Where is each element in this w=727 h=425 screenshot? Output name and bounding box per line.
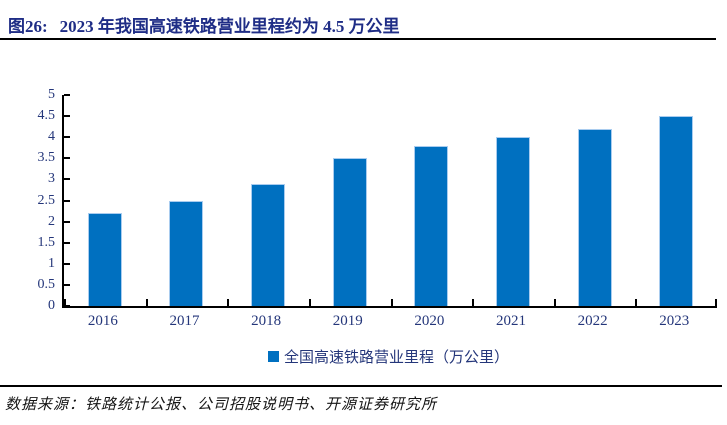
x-axis-tick <box>145 299 148 306</box>
y-axis-tick-label: 4 <box>48 129 55 145</box>
bar-2019 <box>332 158 367 306</box>
x-axis-tick <box>308 299 311 306</box>
y-axis-tick-label: 4.5 <box>37 108 56 124</box>
bar-2020 <box>414 145 449 306</box>
y-axis-tick-label: 0.5 <box>37 276 56 292</box>
y-axis-tick <box>64 136 70 139</box>
bar-2021 <box>495 137 530 306</box>
y-axis-tick <box>64 94 70 96</box>
x-axis-tick <box>715 299 717 306</box>
y-axis-tick <box>64 178 70 181</box>
x-axis-tick-label: 2023 <box>659 313 690 329</box>
x-axis-tick <box>553 299 556 306</box>
x-axis-tick-label: 2019 <box>332 313 363 329</box>
footer-divider <box>0 385 722 387</box>
x-axis-tick <box>472 299 475 306</box>
bar-2017 <box>169 200 204 306</box>
y-axis-tick-label: 1.5 <box>37 234 56 250</box>
figure-title: 图26: 2023 年我国高速铁路营业里程约为 4.5 万公里 <box>8 11 718 37</box>
figure-title-text: 2023 年我国高速铁路营业里程约为 4.5 万公里 <box>59 16 400 36</box>
y-axis-tick <box>64 305 70 307</box>
x-axis-tick <box>64 299 66 306</box>
y-axis-tick <box>64 115 70 118</box>
bar-2022 <box>577 128 612 306</box>
figure-number-label: 图26: <box>8 16 48 36</box>
data-source-note: 数据来源：铁路统计公报、公司招股说明书、开源证券研究所 <box>5 397 438 413</box>
y-axis-tick <box>64 157 70 160</box>
y-axis-tick <box>64 220 70 223</box>
x-axis-tick <box>635 299 638 306</box>
y-axis-tick <box>64 241 70 244</box>
y-axis-tick-label: 1 <box>48 255 55 271</box>
legend-series-label: 全国高速铁路营业里程（万公里） <box>283 349 509 366</box>
legend-swatch-icon <box>267 350 279 362</box>
x-axis-tick-label: 2018 <box>251 313 282 329</box>
plot-area <box>62 94 717 308</box>
bar-2018 <box>251 183 286 306</box>
y-axis-tick <box>64 199 70 202</box>
y-axis-tick-label: 5 <box>48 87 55 102</box>
y-axis-tick <box>64 283 70 286</box>
x-axis-tick-label: 2016 <box>87 313 118 329</box>
bar-2016 <box>87 213 122 306</box>
title-underline <box>0 38 716 40</box>
y-axis-tick-label: 2 <box>48 213 55 229</box>
x-axis-tick-label: 2020 <box>414 313 445 329</box>
x-axis-tick-label: 2017 <box>169 313 200 329</box>
x-axis-tick-label: 2021 <box>495 313 526 329</box>
y-axis-tick <box>64 262 70 265</box>
chart-legend: 全国高速铁路营业里程（万公里） <box>62 347 715 366</box>
x-axis-tick <box>227 299 230 306</box>
x-axis-tick <box>390 299 393 306</box>
y-axis-tick-labels: 0 0.5 1 1.5 2 2.5 3 3.5 4 4.5 5 <box>0 87 56 313</box>
y-axis-tick-label: 3 <box>48 171 55 187</box>
y-axis-tick-label: 2.5 <box>37 192 56 208</box>
y-axis-tick-label: 3.5 <box>37 150 56 166</box>
y-axis-tick-label: 0 <box>48 298 55 313</box>
bar-2023 <box>659 116 694 306</box>
x-axis-tick-label: 2022 <box>577 313 608 329</box>
x-axis-tick-labels: 2016 2017 2018 2019 2020 2021 2022 2023 <box>62 313 715 335</box>
